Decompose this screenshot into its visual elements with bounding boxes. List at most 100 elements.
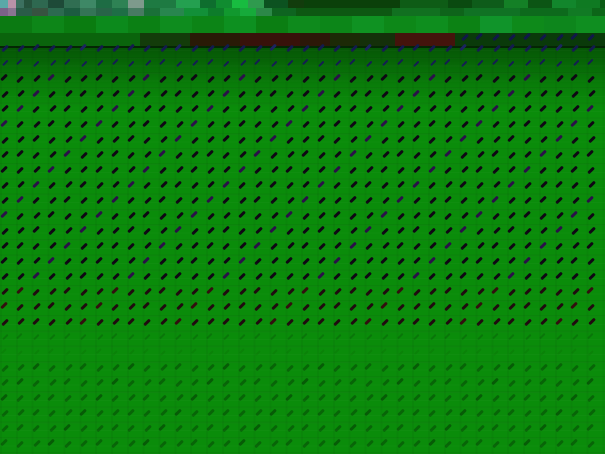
diagonal-dash-mark [461,302,469,311]
diagonal-dash-mark [445,135,453,144]
diagonal-dash-mark [191,348,197,355]
diagonal-dash-mark [112,226,120,235]
diagonal-dash-mark [2,60,9,67]
diagonal-dash-mark [270,211,279,220]
diagonal-dash-mark [142,438,151,447]
color-block [32,8,48,16]
diagonal-dash-mark [443,195,452,204]
diagonal-dash-mark [158,377,167,386]
color-block [192,16,224,33]
color-block [208,8,224,16]
diagonal-dash-mark [349,75,358,83]
diagonal-dash-mark [175,105,183,114]
diagonal-dash-mark [144,241,152,250]
diagonal-dash-mark [396,286,404,295]
diagonal-dash-mark [95,364,104,372]
diagonal-dash-mark [174,89,182,97]
diagonal-dash-mark [144,150,152,159]
diagonal-dash-mark [126,317,135,325]
diagonal-dash-mark [31,43,40,52]
diagonal-dash-mark [492,440,500,448]
diagonal-dash-mark [144,196,152,204]
diagonal-dash-mark [95,44,104,53]
diagonal-dash-mark [48,90,56,99]
diagonal-dash-mark [557,349,563,355]
diagonal-dash-mark [1,150,10,159]
diagonal-dash-mark [365,196,373,205]
diagonal-dash-mark [286,104,295,113]
color-block [455,33,605,46]
diagonal-dash-mark [491,423,499,432]
diagonal-dash-mark [381,409,389,418]
diagonal-dash-mark [302,226,311,235]
diagonal-dash-mark [111,75,120,83]
diagonal-dash-mark [110,423,119,432]
diagonal-dash-mark [48,348,55,355]
diagonal-dash-mark [111,303,120,311]
diagonal-dash-mark [333,318,342,327]
diagonal-dash-mark [142,165,151,173]
diagonal-dash-mark [95,227,104,235]
color-block [64,8,80,16]
diagonal-dash-mark [33,302,41,311]
diagonal-dash-mark [317,105,326,114]
diagonal-dash-mark [318,165,327,174]
diagonal-dash-mark [492,75,500,83]
diagonal-dash-mark [429,241,437,250]
diagonal-dash-mark [175,424,183,433]
diagonal-dash-mark [79,43,87,52]
color-block [0,33,140,46]
diagonal-dash-mark [381,378,390,387]
diagonal-dash-mark [254,363,263,372]
diagonal-dash-mark [317,424,326,433]
diagonal-dash-mark [254,120,262,129]
diagonal-dash-mark [364,134,373,143]
diagonal-dash-mark [365,334,373,341]
diagonal-dash-mark [301,75,310,83]
diagonal-dash-mark [238,90,247,99]
diagonal-dash-mark [270,439,279,448]
color-block [16,0,24,8]
diagonal-dash-mark [16,166,25,175]
diagonal-dash-mark [237,119,246,128]
diagonal-dash-mark [350,317,358,326]
diagonal-dash-mark [223,120,231,128]
diagonal-dash-mark [587,226,596,235]
diagonal-dash-mark [111,257,120,266]
diagonal-dash-mark [570,73,579,82]
diagonal-dash-mark [364,362,373,371]
diagonal-dash-mark [270,120,279,128]
diagonal-dash-mark [110,104,119,112]
diagonal-dash-mark [507,408,515,416]
diagonal-dash-mark [48,150,57,159]
diagonal-dash-mark [333,364,342,372]
diagonal-dash-mark [381,181,389,190]
diagonal-dash-mark [127,242,136,251]
diagonal-dash-mark [412,317,420,325]
diagonal-dash-mark [285,90,294,99]
diagonal-dash-mark [507,288,516,296]
diagonal-dash-mark [318,439,327,448]
diagonal-dash-mark [33,393,41,402]
diagonal-dash-mark [523,165,531,173]
diagonal-dash-mark [49,333,57,341]
diagonal-dash-mark [508,334,516,341]
diagonal-dash-mark [206,440,215,448]
diagonal-dash-mark [587,59,594,66]
diagonal-dash-mark [349,394,358,403]
diagonal-dash-mark [380,119,389,128]
diagonal-dash-mark [445,180,453,189]
diagonal-dash-mark [460,379,468,387]
diagonal-dash-mark [17,349,24,356]
color-block [304,0,400,8]
diagonal-dash-mark [33,256,41,265]
diagonal-dash-mark [571,104,580,113]
diagonal-dash-mark [286,287,295,296]
diagonal-dash-mark [333,409,342,418]
diagonal-dash-mark [318,74,327,83]
diagonal-dash-mark [443,104,452,112]
color-block [528,0,552,8]
diagonal-dash-mark [570,393,579,401]
diagonal-dash-mark [301,195,309,204]
diagonal-dash-mark [47,438,56,447]
